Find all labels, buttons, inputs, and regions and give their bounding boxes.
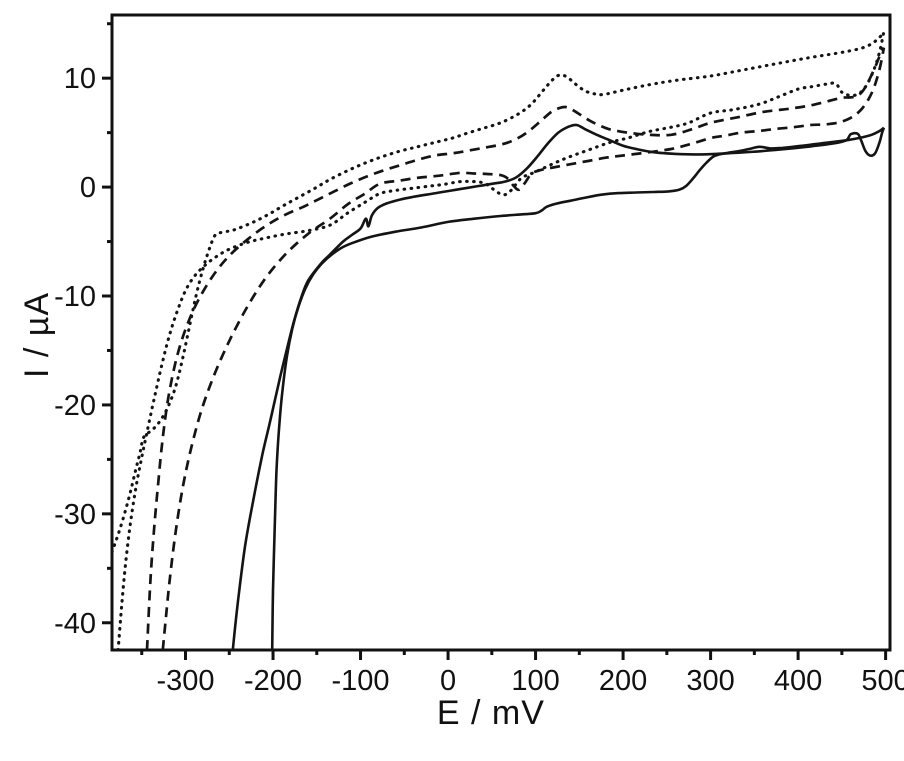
x-tick-label: 100 <box>511 665 559 697</box>
y-tick-label: -20 <box>54 390 96 422</box>
y-tick-label: -10 <box>54 281 96 313</box>
cv-solid-reverse <box>270 126 885 651</box>
x-tick-label: 400 <box>774 665 822 697</box>
x-tick-label: -200 <box>244 665 302 697</box>
y-tick-label: 10 <box>64 63 96 95</box>
x-axis-title: E / mV <box>436 694 545 732</box>
cv-dotted-reverse <box>116 30 886 652</box>
y-axis-title: I / µA <box>18 291 56 378</box>
x-tick-label: 300 <box>686 665 734 697</box>
cv-dashed-forward <box>145 46 885 651</box>
x-tick-label: 500 <box>861 665 904 697</box>
y-tick-label: -40 <box>54 608 96 640</box>
x-tick-label: -300 <box>156 665 214 697</box>
x-tick-label: 200 <box>599 665 647 697</box>
x-tick-label: 0 <box>440 665 456 697</box>
y-tick-label: 0 <box>80 172 96 204</box>
cv-dashed-reverse <box>161 47 886 651</box>
plot-frame <box>110 13 892 652</box>
cv-dotted-forward <box>110 29 886 554</box>
x-tick-label: -100 <box>332 665 390 697</box>
y-tick-label: -30 <box>54 499 96 531</box>
